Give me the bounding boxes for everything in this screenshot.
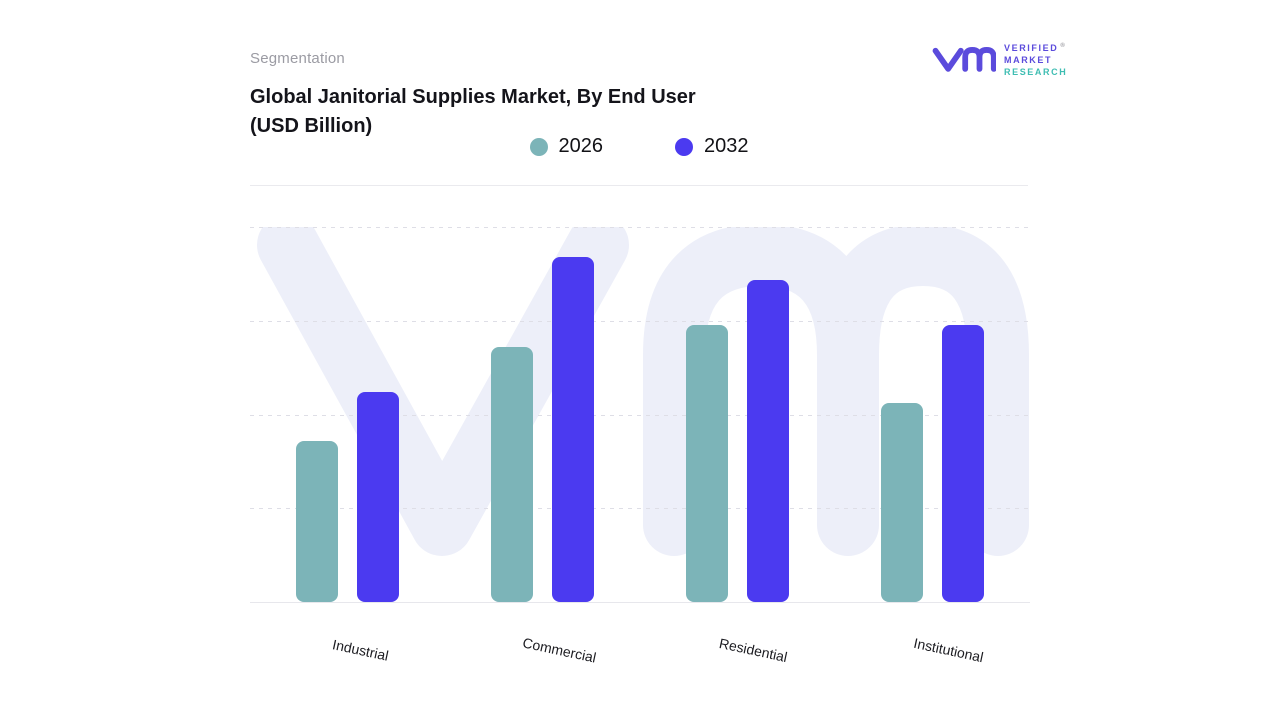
- vmr-logo-text: VERIFIED ® MARKET RESEARCH: [1004, 41, 1067, 77]
- bars-container: Industrial Commercial Residential Instituti…: [250, 227, 1030, 666]
- bar-2032-commercial: [552, 257, 594, 602]
- bar-2026-commercial: [491, 347, 533, 602]
- bar-2026-residential: [686, 324, 728, 602]
- legend: 2026 2032: [250, 135, 1028, 158]
- bar-2026-institutional: [881, 403, 923, 602]
- page-title: Global Janitorial Supplies Market, By En…: [250, 83, 696, 141]
- gridline: [250, 227, 1030, 228]
- bar-2026-industrial: [296, 440, 338, 602]
- logo-word-verified: VERIFIED ®: [1004, 43, 1065, 53]
- legend-label: 2032: [704, 135, 749, 157]
- logo-word-market: MARKET: [1004, 55, 1053, 65]
- title-line-2: (USD Billion): [250, 115, 373, 137]
- legend-marker-icon: [675, 137, 693, 156]
- legend-item-2032: 2032: [675, 135, 749, 158]
- gridline: [250, 414, 1030, 416]
- header-divider: [250, 185, 1028, 186]
- bar-group-commercial: Commercial: [491, 227, 597, 666]
- bar-2032-residential: [747, 279, 789, 602]
- bar-group-institutional: Institutional: [881, 227, 984, 665]
- legend-label: 2026: [558, 135, 604, 157]
- gridline: [250, 320, 1030, 322]
- title-line-1: Global Janitorial Supplies Market, By En…: [250, 86, 696, 108]
- bar-2032-industrial: [357, 392, 399, 602]
- bar-2032-institutional: [942, 324, 984, 602]
- legend-marker-icon: [529, 137, 548, 156]
- logo-word-research: RESEARCH: [1004, 67, 1068, 77]
- vm-monogram-icon: [932, 47, 996, 72]
- x-axis-label-residential: Residential: [717, 634, 789, 666]
- x-axis-label-commercial: Commercial: [520, 634, 598, 666]
- bar-group-residential: Residential: [686, 227, 789, 665]
- legend-item-2026: 2026: [529, 135, 604, 158]
- eyebrow-label: Segmentation: [250, 50, 345, 67]
- x-axis-label-institutional: Institutional: [911, 634, 985, 666]
- x-axis-label-industrial: Industrial: [330, 636, 390, 664]
- gridline: [250, 508, 1030, 510]
- vmr-logo: VERIFIED ® MARKET RESEARCH: [930, 36, 1067, 82]
- bar-group-industrial: Industrial: [296, 227, 399, 664]
- plot-area: Industrial Commercial Residential Instituti…: [250, 227, 1030, 666]
- registered-mark: ®: [1060, 43, 1065, 49]
